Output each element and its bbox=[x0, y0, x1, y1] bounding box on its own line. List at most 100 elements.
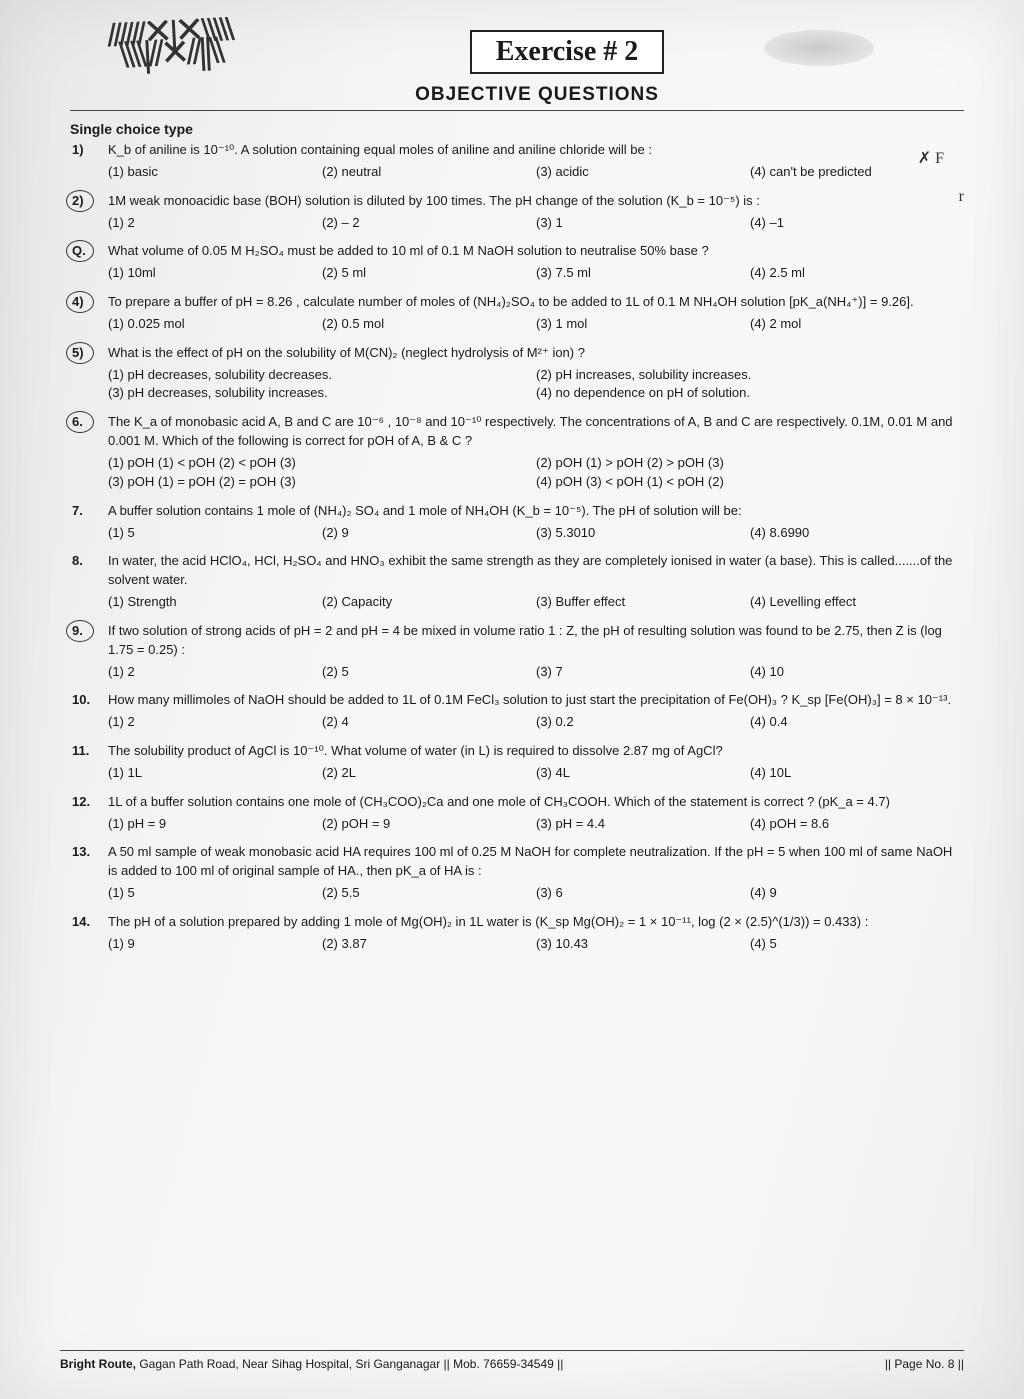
option: (4) 5 bbox=[750, 935, 964, 954]
question-body: A 50 ml sample of weak monobasic acid HA… bbox=[108, 843, 964, 903]
option: (3) 6 bbox=[536, 884, 750, 903]
options-row: (1) pH = 9(2) pOH = 9(3) pH = 4.4(4) pOH… bbox=[108, 815, 964, 834]
options-row: (1) 5(2) 9(3) 5.3010(4) 8.6990 bbox=[108, 524, 964, 543]
option: (2) – 2 bbox=[322, 214, 536, 233]
option: (4) –1 bbox=[750, 214, 964, 233]
question-number: 13. bbox=[70, 843, 108, 903]
option: (4) 0.4 bbox=[750, 713, 964, 732]
question-body: The K_a of monobasic acid A, B and C are… bbox=[108, 413, 964, 491]
option: (2) 5 bbox=[322, 663, 536, 682]
options-row: (1) 2(2) 4(3) 0.2(4) 0.4 bbox=[108, 713, 964, 732]
options-row: (1) 0.025 mol(2) 0.5 mol(3) 1 mol(4) 2 m… bbox=[108, 315, 964, 334]
decorative-scribble: //////✕|✕\\\\\\\\\|//✕//||\\ bbox=[58, 14, 281, 95]
option: (1) 2 bbox=[108, 214, 322, 233]
option: (1) 5 bbox=[108, 524, 322, 543]
option: (4) 2 mol bbox=[750, 315, 964, 334]
option: (1) 1L bbox=[108, 764, 322, 783]
options-row: (1) basic(2) neutral(3) acidic(4) can't … bbox=[108, 163, 964, 182]
question-text: 1M weak monoacidic base (BOH) solution i… bbox=[108, 192, 964, 211]
question: 10.How many millimoles of NaOH should be… bbox=[70, 691, 964, 732]
option: (1) pH decreases, solubility decreases. bbox=[108, 366, 536, 385]
section-label: Single choice type bbox=[70, 121, 964, 137]
option: (2) pH increases, solubility increases. bbox=[536, 366, 964, 385]
option: (3) pOH (1) = pOH (2) = pOH (3) bbox=[108, 473, 536, 492]
option: (2) neutral bbox=[322, 163, 536, 182]
option: (2) 5.5 bbox=[322, 884, 536, 903]
question-number: 6. bbox=[70, 413, 108, 491]
questions-container: 1)K_b of aniline is 10⁻¹⁰. A solution co… bbox=[70, 141, 964, 954]
option: (2) pOH = 9 bbox=[322, 815, 536, 834]
option: (1) 0.025 mol bbox=[108, 315, 322, 334]
question-body: 1M weak monoacidic base (BOH) solution i… bbox=[108, 192, 964, 233]
page: //////✕|✕\\\\\\\\\|//✕//||\\ Exercise # … bbox=[0, 0, 1024, 1399]
question-text: A 50 ml sample of weak monobasic acid HA… bbox=[108, 843, 964, 881]
options-row: (1) Strength(2) Capacity(3) Buffer effec… bbox=[108, 593, 964, 612]
question-number: 5) bbox=[70, 344, 108, 404]
option: (4) no dependence on pH of solution. bbox=[536, 384, 964, 403]
options-row: (1) 5(2) 5.5(3) 6(4) 9 bbox=[108, 884, 964, 903]
question-text: K_b of aniline is 10⁻¹⁰. A solution cont… bbox=[108, 141, 964, 160]
question-number: 7. bbox=[70, 502, 108, 543]
option: (4) 8.6990 bbox=[750, 524, 964, 543]
option: (4) 9 bbox=[750, 884, 964, 903]
question-text: A buffer solution contains 1 mole of (NH… bbox=[108, 502, 964, 521]
question-body: K_b of aniline is 10⁻¹⁰. A solution cont… bbox=[108, 141, 964, 182]
option: (1) 5 bbox=[108, 884, 322, 903]
question: 4)To prepare a buffer of pH = 8.26 , cal… bbox=[70, 293, 964, 334]
question-number: 11. bbox=[70, 742, 108, 783]
question-number: Q. bbox=[70, 242, 108, 283]
option: (3) pH decreases, solubility increases. bbox=[108, 384, 536, 403]
footer-right: || Page No. 8 || bbox=[885, 1357, 964, 1371]
option: (4) pOH = 8.6 bbox=[750, 815, 964, 834]
option: (4) pOH (3) < pOH (1) < pOH (2) bbox=[536, 473, 964, 492]
question-text: To prepare a buffer of pH = 8.26 , calcu… bbox=[108, 293, 964, 312]
question-number: 1) bbox=[70, 141, 108, 182]
option: (1) pH = 9 bbox=[108, 815, 322, 834]
option: (2) 4 bbox=[322, 713, 536, 732]
option: (2) 5 ml bbox=[322, 264, 536, 283]
option: (3) pH = 4.4 bbox=[536, 815, 750, 834]
option: (2) 0.5 mol bbox=[322, 315, 536, 334]
option: (1) basic bbox=[108, 163, 322, 182]
option: (2) Capacity bbox=[322, 593, 536, 612]
question-number: 10. bbox=[70, 691, 108, 732]
option: (3) 10.43 bbox=[536, 935, 750, 954]
option: (1) Strength bbox=[108, 593, 322, 612]
subtitle: OBJECTIVE QUESTIONS bbox=[110, 84, 964, 106]
option: (2) pOH (1) > pOH (2) > pOH (3) bbox=[536, 454, 964, 473]
question-number: 9. bbox=[70, 622, 108, 682]
options-row: (1) pOH (1) < pOH (2) < pOH (3)(2) pOH (… bbox=[108, 454, 964, 492]
options-row: (1) 2(2) – 2(3) 1(4) –1 bbox=[108, 214, 964, 233]
decorative-smudge bbox=[764, 30, 874, 66]
question: 13.A 50 ml sample of weak monobasic acid… bbox=[70, 843, 964, 903]
question-text: The pH of a solution prepared by adding … bbox=[108, 913, 964, 932]
options-row: (1) 1L(2) 2L(3) 4L(4) 10L bbox=[108, 764, 964, 783]
footer-left: Bright Route, Gagan Path Road, Near Siha… bbox=[60, 1357, 563, 1371]
question: 5)What is the effect of pH on the solubi… bbox=[70, 344, 964, 404]
question-body: What volume of 0.05 M H₂SO₄ must be adde… bbox=[108, 242, 964, 283]
question-body: The solubility product of AgCl is 10⁻¹⁰.… bbox=[108, 742, 964, 783]
option: (3) 5.3010 bbox=[536, 524, 750, 543]
option: (4) 10 bbox=[750, 663, 964, 682]
question: 6.The K_a of monobasic acid A, B and C a… bbox=[70, 413, 964, 491]
option: (1) 2 bbox=[108, 713, 322, 732]
question-body: To prepare a buffer of pH = 8.26 , calcu… bbox=[108, 293, 964, 334]
option: (1) 10ml bbox=[108, 264, 322, 283]
question-text: What is the effect of pH on the solubili… bbox=[108, 344, 964, 363]
option: (3) 7 bbox=[536, 663, 750, 682]
hand-annotation-2: r bbox=[959, 188, 964, 206]
header: //////✕|✕\\\\\\\\\|//✕//||\\ Exercise # … bbox=[70, 30, 964, 74]
question-number: 2) bbox=[70, 192, 108, 233]
question-text: The solubility product of AgCl is 10⁻¹⁰.… bbox=[108, 742, 964, 761]
option: (3) Buffer effect bbox=[536, 593, 750, 612]
options-row: (1) 2(2) 5(3) 7(4) 10 bbox=[108, 663, 964, 682]
question-body: 1L of a buffer solution contains one mol… bbox=[108, 793, 964, 834]
option: (3) 4L bbox=[536, 764, 750, 783]
question: 7.A buffer solution contains 1 mole of (… bbox=[70, 502, 964, 543]
question: 14.The pH of a solution prepared by addi… bbox=[70, 913, 964, 954]
question-number: 4) bbox=[70, 293, 108, 334]
option: (3) acidic bbox=[536, 163, 750, 182]
question-body: A buffer solution contains 1 mole of (NH… bbox=[108, 502, 964, 543]
option: (3) 0.2 bbox=[536, 713, 750, 732]
question: 11.The solubility product of AgCl is 10⁻… bbox=[70, 742, 964, 783]
